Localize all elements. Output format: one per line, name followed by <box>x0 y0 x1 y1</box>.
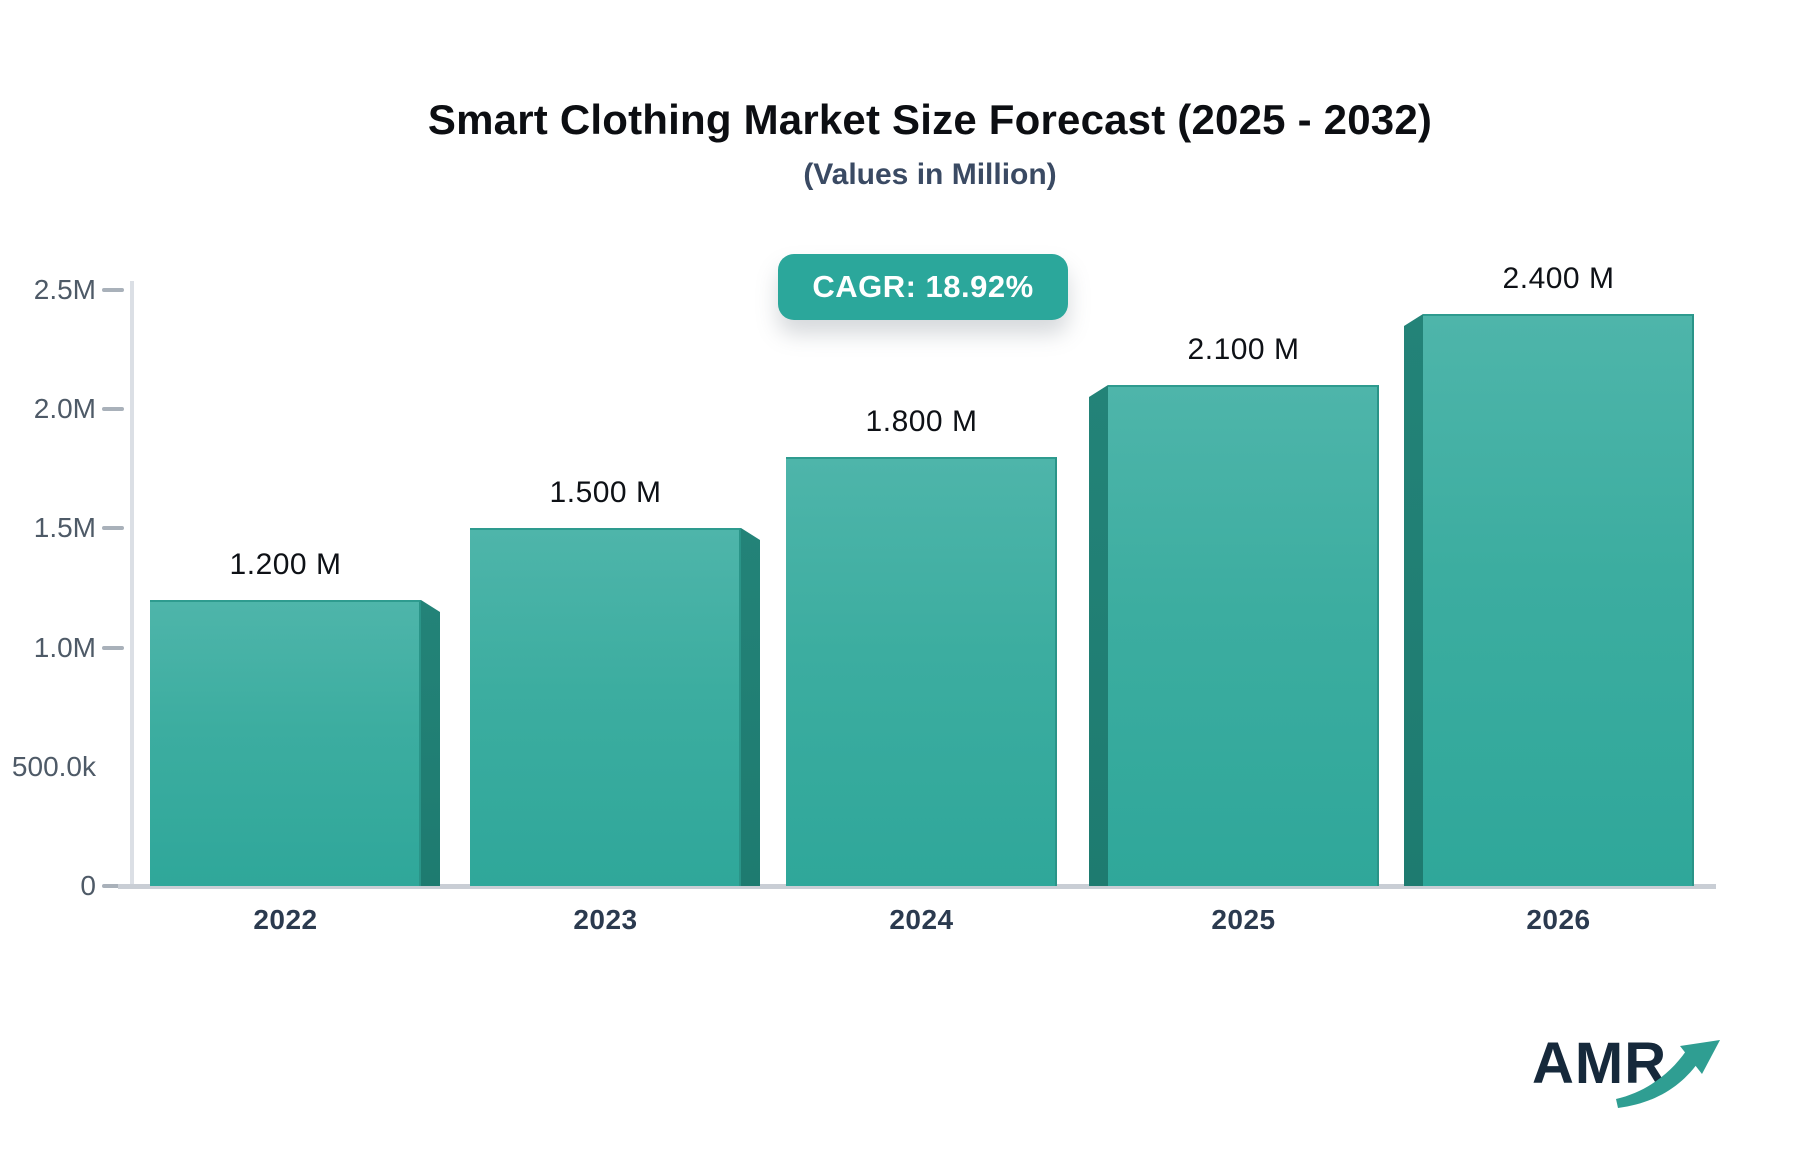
y-axis-tick-mark <box>102 884 124 888</box>
chart-title: Smart Clothing Market Size Forecast (202… <box>427 96 1433 143</box>
bar-2025 <box>1108 385 1379 886</box>
y-axis-line <box>130 281 134 889</box>
bar-value-label: 1.800 M <box>865 405 978 438</box>
x-axis-line <box>118 884 1716 889</box>
y-axis-tick-mark <box>102 645 124 650</box>
x-axis-tick-label: 2022 <box>253 904 318 935</box>
y-axis-tick-mark <box>102 407 124 412</box>
bar-3d-side <box>421 600 440 886</box>
y-axis-tick-label: 0 <box>80 870 96 901</box>
bar-3d-side <box>1089 385 1108 886</box>
bar-2026 <box>1423 314 1694 886</box>
x-axis-tick-label: 2026 <box>1526 904 1591 935</box>
bar-3d-side <box>1404 314 1423 886</box>
bar-2022 <box>150 600 421 886</box>
bar-3d-side <box>741 528 760 886</box>
bar-2024 <box>786 457 1057 886</box>
growth-arrow-icon <box>1616 1040 1720 1108</box>
chart-subtitle: (Values in Million) <box>803 158 1057 191</box>
bar-value-label: 2.400 M <box>1502 262 1615 295</box>
x-axis-tick-label: 2025 <box>1211 904 1276 935</box>
bar-value-label: 1.200 M <box>229 548 342 581</box>
y-axis-tick-label: 2.0M <box>33 393 96 425</box>
y-axis-tick-mark <box>102 526 124 531</box>
chart-header: Smart Clothing Market Size Forecast (202… <box>60 0 1800 192</box>
bar-2023 <box>470 528 741 886</box>
amr-logo-text: AMR <box>1532 1031 1668 1096</box>
y-axis-tick-label: 500.0k <box>11 750 96 782</box>
y-axis-tick-label: 2.5M <box>33 274 96 305</box>
y-axis-tick-mark <box>102 288 124 292</box>
y-axis-tick-label: 1.5M <box>33 512 96 544</box>
cagr-badge: CAGR: 18.92% <box>778 254 1068 320</box>
x-axis-tick-label: 2023 <box>573 904 638 935</box>
y-axis-tick-label: 1.0M <box>33 631 96 663</box>
amr-logo: AMR <box>1532 1030 1732 1122</box>
cagr-badge-label: CAGR: 18.92% <box>812 269 1034 304</box>
bar-value-label: 2.100 M <box>1187 333 1300 366</box>
bar-value-label: 1.500 M <box>549 476 662 509</box>
x-axis-tick-label: 2024 <box>889 904 954 935</box>
